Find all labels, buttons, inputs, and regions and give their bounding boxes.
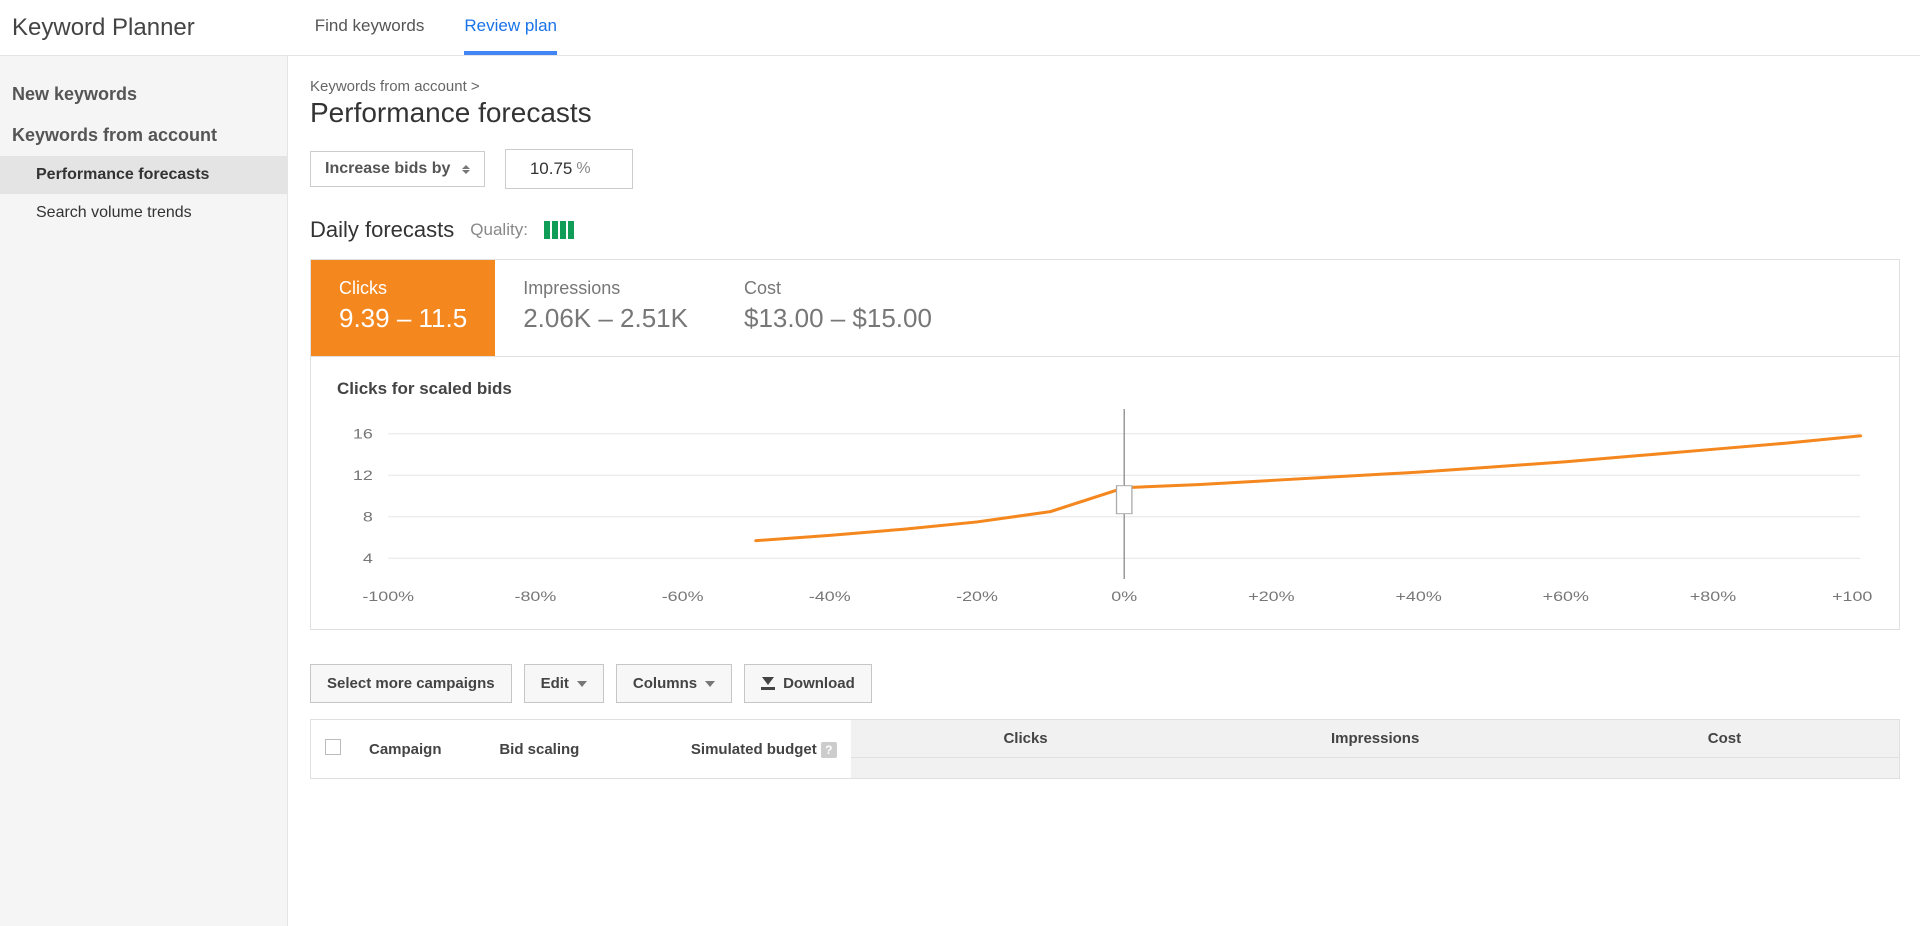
page-title: Performance forecasts: [310, 97, 1900, 129]
metric-card-impressions[interactable]: Impressions 2.06K – 2.51K: [495, 260, 716, 356]
col-sub: [1200, 758, 1550, 779]
svg-text:+60%: +60%: [1543, 589, 1589, 605]
col-group-impressions: Impressions: [1200, 720, 1550, 758]
svg-text:-20%: -20%: [956, 589, 998, 605]
col-group-cost: Cost: [1550, 720, 1900, 758]
app-title: Keyword Planner: [12, 14, 195, 42]
sidebar: New keywords Keywords from account Perfo…: [0, 56, 288, 926]
bid-value-input[interactable]: [516, 159, 576, 179]
chevron-down-icon: [577, 681, 587, 687]
campaigns-table: Campaign Bid scaling Simulated budget? C…: [310, 719, 1900, 779]
tab-find-keywords[interactable]: Find keywords: [315, 0, 425, 55]
col-group-clicks: Clicks: [851, 720, 1201, 758]
quality-bar-icon: [544, 221, 550, 239]
sidebar-item-performance-forecasts[interactable]: Performance forecasts: [0, 156, 287, 194]
top-header: Keyword Planner Find keywords Review pla…: [0, 0, 1920, 56]
action-bar: Select more campaigns Edit Columns Downl…: [310, 664, 1900, 703]
sort-icon: [462, 165, 470, 174]
chart-box: Clicks for scaled bids 4 8 12 16 -100% -80% -6…: [310, 356, 1900, 630]
metric-label: Cost: [744, 278, 932, 299]
chart-title: Clicks for scaled bids: [337, 379, 1873, 399]
svg-text:4: 4: [363, 551, 373, 567]
svg-text:+80%: +80%: [1690, 589, 1736, 605]
svg-text:-80%: -80%: [515, 589, 557, 605]
sidebar-section-new-keywords[interactable]: New keywords: [0, 74, 287, 115]
select-more-campaigns-button[interactable]: Select more campaigns: [310, 664, 512, 703]
bid-controls: Increase bids by %: [310, 149, 1900, 189]
clicks-line-chart: 4 8 12 16 -100% -80% -60% -40% -20% 0% +20% +40% +60…: [337, 407, 1873, 607]
svg-text:-60%: -60%: [662, 589, 704, 605]
quality-bar-icon: [552, 221, 558, 239]
col-sub: [1550, 758, 1900, 779]
checkbox-icon: [325, 739, 341, 755]
columns-button[interactable]: Columns: [616, 664, 732, 703]
svg-text:+40%: +40%: [1395, 589, 1441, 605]
quality-indicator: [544, 221, 574, 239]
chevron-down-icon: [705, 681, 715, 687]
svg-text:-100%: -100%: [362, 589, 414, 605]
col-simulated-budget[interactable]: Simulated budget?: [625, 720, 850, 779]
svg-text:+100%: +100%: [1832, 589, 1873, 605]
svg-text:8: 8: [363, 510, 373, 526]
main-content: Keywords from account > Performance fore…: [288, 56, 1920, 926]
bid-mode-selector[interactable]: Increase bids by: [310, 151, 485, 187]
sidebar-item-search-volume-trends[interactable]: Search volume trends: [0, 194, 287, 232]
svg-text:12: 12: [353, 468, 373, 484]
metric-cards: Clicks 9.39 – 11.5 Impressions 2.06K – 2…: [310, 259, 1900, 356]
sidebar-section-keywords-from-account[interactable]: Keywords from account: [0, 115, 287, 156]
sidebar-items: Performance forecasts Search volume tren…: [0, 156, 287, 242]
quality-bar-icon: [568, 221, 574, 239]
daily-forecasts-title: Daily forecasts: [310, 217, 454, 243]
svg-text:16: 16: [353, 427, 373, 443]
col-campaign[interactable]: Campaign: [355, 720, 485, 779]
metric-label: Clicks: [339, 278, 467, 299]
edit-button[interactable]: Edit: [524, 664, 604, 703]
quality-label: Quality:: [470, 220, 528, 240]
bid-input-wrap: %: [505, 149, 633, 189]
metric-card-clicks[interactable]: Clicks 9.39 – 11.5: [311, 260, 495, 356]
download-button[interactable]: Download: [744, 664, 872, 703]
bid-unit: %: [576, 160, 590, 178]
select-all-checkbox[interactable]: [311, 720, 356, 779]
tab-review-plan[interactable]: Review plan: [464, 0, 557, 55]
layout: New keywords Keywords from account Perfo…: [0, 56, 1920, 926]
svg-text:-40%: -40%: [809, 589, 851, 605]
svg-text:0%: 0%: [1111, 589, 1137, 605]
col-sub: [851, 758, 1201, 779]
download-icon: [761, 677, 775, 690]
col-bid-scaling[interactable]: Bid scaling: [485, 720, 625, 779]
metric-value: 2.06K – 2.51K: [523, 303, 688, 334]
svg-text:+20%: +20%: [1248, 589, 1294, 605]
metric-value: $13.00 – $15.00: [744, 303, 932, 334]
metric-value: 9.39 – 11.5: [339, 303, 467, 334]
breadcrumb[interactable]: Keywords from account >: [310, 78, 1900, 95]
daily-forecasts-header: Daily forecasts Quality:: [310, 217, 1900, 243]
help-icon[interactable]: ?: [821, 742, 837, 758]
metric-label: Impressions: [523, 278, 688, 299]
metric-card-cost[interactable]: Cost $13.00 – $15.00: [716, 260, 960, 356]
bid-mode-label: Increase bids by: [325, 160, 450, 178]
quality-bar-icon: [560, 221, 566, 239]
top-tabs: Find keywords Review plan: [315, 0, 557, 55]
